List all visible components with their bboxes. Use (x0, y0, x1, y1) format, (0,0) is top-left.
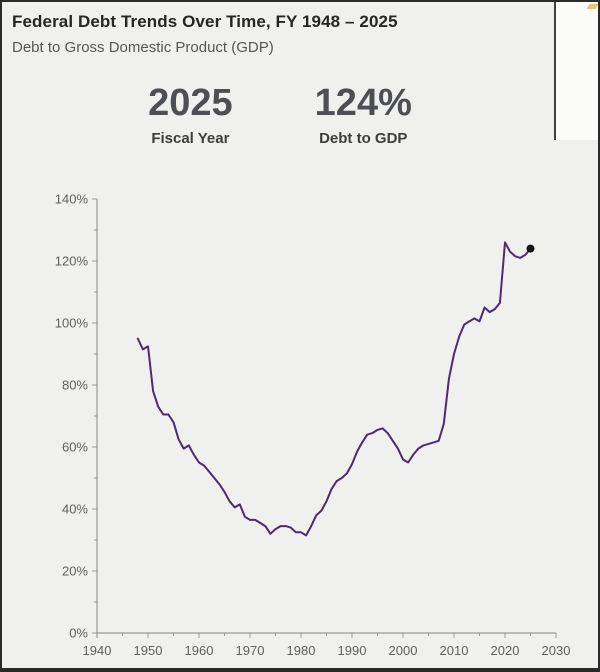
fiscal-year-value: 2025 (148, 82, 233, 124)
y-tick-label: 120% (55, 254, 89, 269)
y-tick-label: 40% (62, 502, 88, 517)
debt-to-gdp-value: 124% (314, 82, 412, 124)
y-tick-label: 100% (55, 316, 89, 331)
x-tick-label: 1960 (185, 643, 214, 658)
debt-to-gdp-label: Debt to GDP (319, 129, 408, 147)
chart-header: Federal Debt Trends Over Time, FY 1948 –… (12, 12, 398, 56)
y-tick-label: 60% (62, 440, 88, 455)
x-tick-label: 1970 (236, 643, 265, 658)
y-tick-label: 80% (62, 378, 88, 393)
page-title: Federal Debt Trends Over Time, FY 1948 –… (12, 12, 398, 31)
page-subtitle: Debt to Gross Domestic Product (GDP) (12, 39, 274, 56)
debt-to-gdp-line[interactable] (136, 241, 532, 537)
x-tick-label: 1980 (287, 643, 316, 658)
summary-stats: 2025 Fiscal Year 124% Debt to GDP (2, 82, 558, 147)
x-tick-label: 1940 (83, 643, 112, 658)
x-tick-label: 1950 (134, 643, 163, 658)
debt-to-gdp-chart[interactable]: 1940 1950 1960 1970 1980 1990 2000 2010 2020 2030… (2, 182, 600, 670)
top-right-notch (554, 2, 598, 140)
x-tick-label: 2020 (491, 643, 520, 658)
y-tick-label: 20% (62, 564, 88, 579)
y-tick-label: 140% (55, 192, 89, 207)
x-tick-label: 1990 (338, 643, 367, 658)
latest-value-dot[interactable] (526, 244, 535, 253)
stat-debt-to-gdp: 124% Debt to GDP (314, 82, 412, 147)
fiscal-year-label: Fiscal Year (151, 129, 230, 147)
x-tick-label: 2000 (389, 643, 418, 658)
y-tick-label: 0% (69, 626, 88, 641)
line-chart-canvas[interactable]: 1940 1950 1960 1970 1980 1990 2000 2010 2020 2030… (2, 182, 600, 670)
x-tick-label: 2010 (440, 643, 469, 658)
x-tick-label: 2030 (542, 643, 571, 658)
stat-fiscal-year: 2025 Fiscal Year (148, 82, 233, 147)
